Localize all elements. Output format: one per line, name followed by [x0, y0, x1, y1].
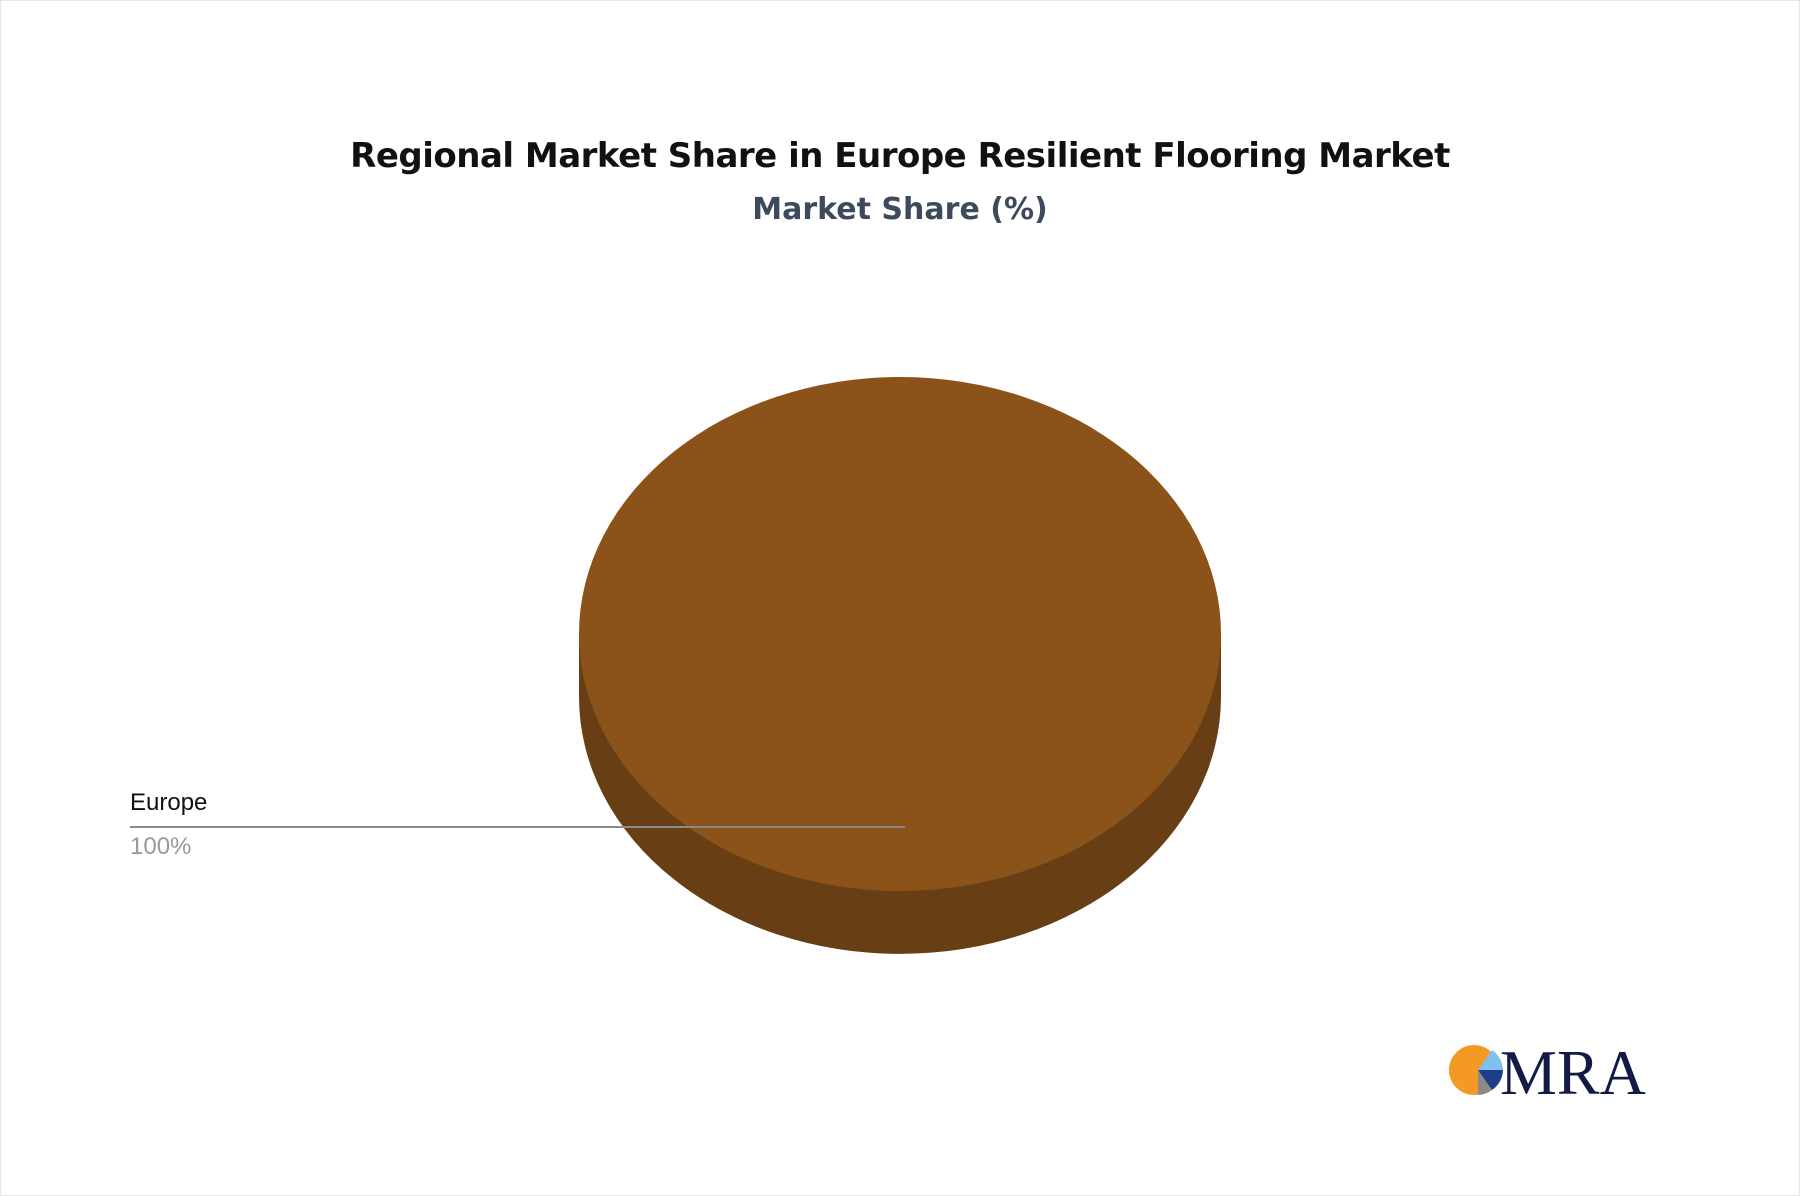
- mra-logo: MRA: [1449, 1040, 1646, 1100]
- slice-value-label: 100%: [130, 833, 192, 860]
- chart-subtitle: Market Share (%): [752, 192, 1048, 227]
- pie-slice-europe: [579, 377, 1221, 891]
- logo-text: MRA: [1500, 1040, 1646, 1100]
- slice-label: Europe: [130, 789, 208, 816]
- chart-title: Regional Market Share in Europe Resilien…: [350, 136, 1450, 176]
